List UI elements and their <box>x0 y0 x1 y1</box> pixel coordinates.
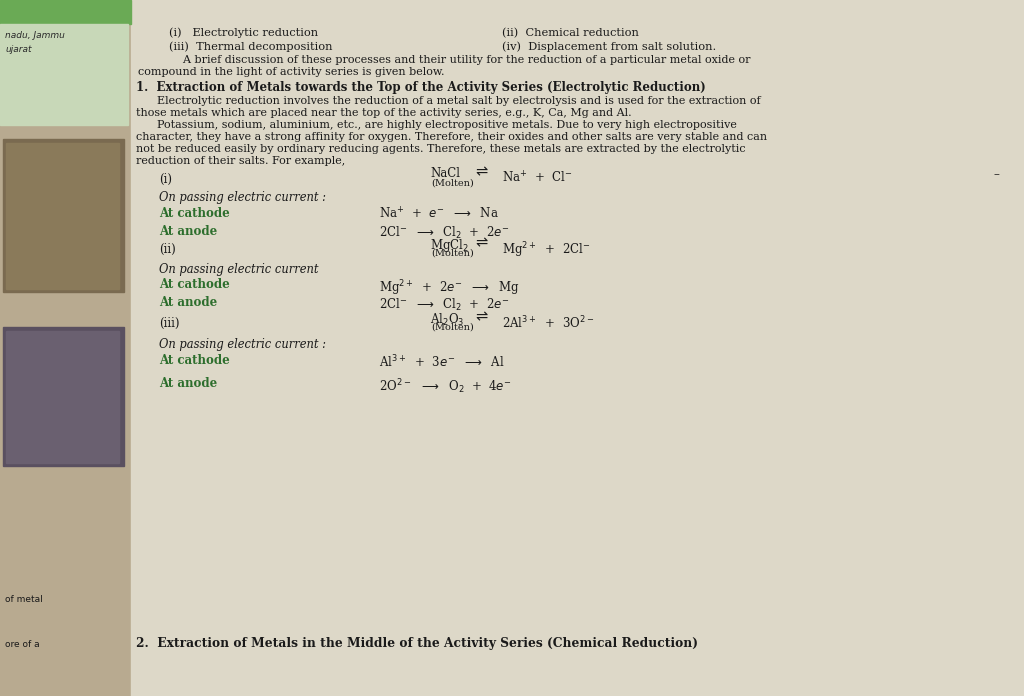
Text: (iii): (iii) <box>159 317 179 331</box>
Text: On passing electric current: On passing electric current <box>159 263 318 276</box>
Text: On passing electric current :: On passing electric current : <box>159 191 326 205</box>
Text: Mg$^{2+}$  +  2$e^{-}$  $\longrightarrow$  Mg: Mg$^{2+}$ + 2$e^{-}$ $\longrightarrow$ M… <box>379 278 519 298</box>
Bar <box>131 0 1024 696</box>
Text: ujarat: ujarat <box>5 45 32 54</box>
Text: At anode: At anode <box>159 296 217 310</box>
Bar <box>0 24 128 125</box>
Text: compound in the light of activity series is given below.: compound in the light of activity series… <box>138 67 444 77</box>
Text: Mg$^{2+}$  +  2Cl$^{-}$: Mg$^{2+}$ + 2Cl$^{-}$ <box>502 240 590 260</box>
Text: Na$^{+}$  +  $e^{-}$  $\longrightarrow$  Na: Na$^{+}$ + $e^{-}$ $\longrightarrow$ Na <box>379 207 499 222</box>
Text: 2Al$^{3+}$  +  3O$^{2-}$: 2Al$^{3+}$ + 3O$^{2-}$ <box>502 315 594 331</box>
Text: 2O$^{2-}$  $\longrightarrow$  O$_2$  +  4$e^{-}$: 2O$^{2-}$ $\longrightarrow$ O$_2$ + 4$e^… <box>379 377 512 396</box>
Text: Al$^{3+}$  +  3$e^{-}$  $\longrightarrow$  Al: Al$^{3+}$ + 3$e^{-}$ $\longrightarrow$ A… <box>379 354 505 370</box>
Bar <box>3 327 124 466</box>
Text: (i): (i) <box>159 173 172 186</box>
Text: (Molten): (Molten) <box>431 248 474 258</box>
Text: 2.  Extraction of Metals in the Middle of the Activity Series (Chemical Reductio: 2. Extraction of Metals in the Middle of… <box>136 637 698 650</box>
Text: Electrolytic reduction involves the reduction of a metal salt by electrolysis an: Electrolytic reduction involves the redu… <box>143 96 761 106</box>
Text: At cathode: At cathode <box>159 207 229 220</box>
Text: $\rightleftharpoons$: $\rightleftharpoons$ <box>473 310 489 324</box>
Text: Potassium, sodium, aluminium, etc., are highly electropositive metals. Due to ve: Potassium, sodium, aluminium, etc., are … <box>143 120 737 130</box>
Text: At anode: At anode <box>159 225 217 238</box>
Bar <box>6 331 119 463</box>
Text: character, they have a strong affinity for oxygen. Therefore, their oxides and o: character, they have a strong affinity f… <box>136 132 767 142</box>
Text: those metals which are placed near the top of the activity series, e.g., K, Ca, : those metals which are placed near the t… <box>136 108 632 118</box>
Bar <box>0 0 131 24</box>
Text: nadu, Jammu: nadu, Jammu <box>5 31 65 40</box>
Bar <box>3 139 124 292</box>
Text: (Molten): (Molten) <box>431 323 474 332</box>
Text: At anode: At anode <box>159 377 217 390</box>
Text: $\rightleftharpoons$: $\rightleftharpoons$ <box>473 166 489 180</box>
Text: ore of a: ore of a <box>5 640 40 649</box>
Text: $\rightleftharpoons$: $\rightleftharpoons$ <box>473 236 489 250</box>
Text: (Molten): (Molten) <box>431 178 474 187</box>
Text: (ii)  Chemical reduction: (ii) Chemical reduction <box>502 28 639 38</box>
Text: (ii): (ii) <box>159 243 175 256</box>
Text: 1.  Extraction of Metals towards the Top of the Activity Series (Electrolytic Re: 1. Extraction of Metals towards the Top … <box>136 81 706 95</box>
Text: –: – <box>993 168 999 182</box>
Text: reduction of their salts. For example,: reduction of their salts. For example, <box>136 156 345 166</box>
Text: 2Cl$^{-}$  $\longrightarrow$  Cl$_2$  +  2$e^{-}$: 2Cl$^{-}$ $\longrightarrow$ Cl$_2$ + 2$e… <box>379 225 509 241</box>
Text: of metal: of metal <box>5 595 43 604</box>
Text: NaCl: NaCl <box>430 167 460 180</box>
Text: (iv)  Displacement from salt solution.: (iv) Displacement from salt solution. <box>502 41 716 52</box>
Text: A brief discussion of these processes and their utility for the reduction of a p: A brief discussion of these processes an… <box>169 55 751 65</box>
Text: On passing electric current :: On passing electric current : <box>159 338 326 351</box>
Text: (i)   Electrolytic reduction: (i) Electrolytic reduction <box>169 28 318 38</box>
Text: (iii)  Thermal decomposition: (iii) Thermal decomposition <box>169 41 333 52</box>
Bar <box>0 0 131 696</box>
Text: not be reduced easily by ordinary reducing agents. Therefore, these metals are e: not be reduced easily by ordinary reduci… <box>136 144 745 154</box>
Text: At cathode: At cathode <box>159 278 229 292</box>
Text: MgCl$_2$: MgCl$_2$ <box>430 237 469 254</box>
Text: At cathode: At cathode <box>159 354 229 367</box>
Text: Na$^{+}$  +  Cl$^{-}$: Na$^{+}$ + Cl$^{-}$ <box>502 170 572 185</box>
Text: 2Cl$^{-}$  $\longrightarrow$  Cl$_2$  +  2$e^{-}$: 2Cl$^{-}$ $\longrightarrow$ Cl$_2$ + 2$e… <box>379 296 509 313</box>
Bar <box>6 143 119 289</box>
Text: Al$_2$O$_3$: Al$_2$O$_3$ <box>430 312 464 328</box>
